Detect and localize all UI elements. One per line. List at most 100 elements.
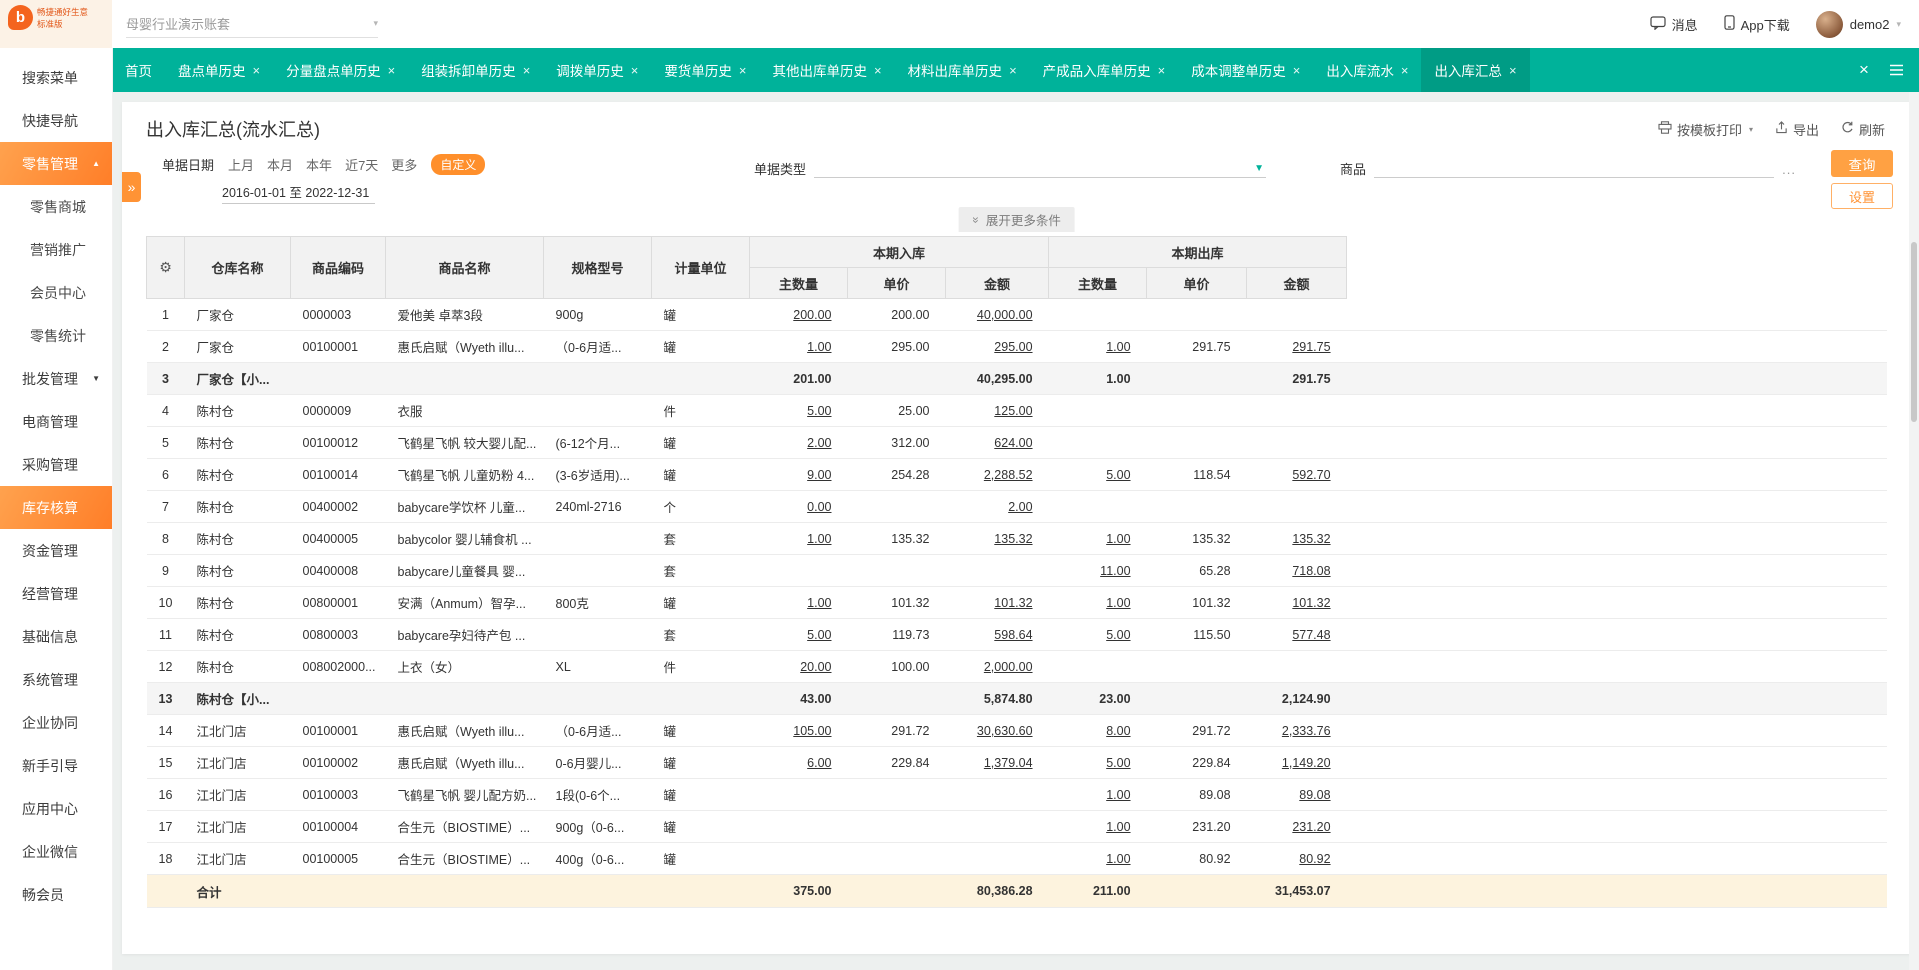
drilldown-link[interactable]: 592.70 bbox=[1292, 467, 1331, 482]
drilldown-link[interactable]: 1.00 bbox=[1106, 851, 1131, 866]
drilldown-link[interactable]: 200.00 bbox=[793, 307, 832, 322]
tab-出入库汇总[interactable]: 出入库汇总 × bbox=[1421, 48, 1530, 92]
tab-调拨单历史[interactable]: 调拨单历史 × bbox=[543, 48, 651, 92]
drilldown-link[interactable]: 101.32 bbox=[1292, 595, 1331, 610]
drilldown-link[interactable]: 295.00 bbox=[994, 339, 1033, 354]
drilldown-link[interactable]: 1.00 bbox=[1106, 819, 1131, 834]
drilldown-link[interactable]: 101.32 bbox=[994, 595, 1033, 610]
sidebar-item-会员中心[interactable]: 会员中心 bbox=[0, 271, 112, 314]
drilldown-link[interactable]: 231.20 bbox=[1292, 819, 1331, 834]
sidebar-item-零售商城[interactable]: 零售商城 bbox=[0, 185, 112, 228]
column-settings-header[interactable]: ⚙ bbox=[146, 236, 185, 299]
scrollbar-thumb[interactable] bbox=[1911, 242, 1917, 422]
drilldown-link[interactable]: 5.00 bbox=[1106, 755, 1131, 770]
tab-close-icon[interactable]: × bbox=[522, 62, 531, 78]
table-row[interactable]: 14 江北门店 00100001 惠氏启赋（Wyeth illu... （0-6月适..… bbox=[146, 714, 1887, 747]
tab-close-icon[interactable]: × bbox=[1400, 62, 1409, 78]
date-range-value[interactable]: 2016-01-01 至 2022-12-31 bbox=[222, 182, 376, 204]
sidebar-item-系统管理[interactable]: 系统管理 bbox=[0, 658, 112, 701]
sidebar-item-企业微信[interactable]: 企业微信 bbox=[0, 830, 112, 873]
drilldown-link[interactable]: 89.08 bbox=[1299, 787, 1331, 802]
date-option-近7天[interactable]: 近7天 bbox=[345, 158, 379, 173]
tab-组装拆卸单历史[interactable]: 组装拆卸单历史 × bbox=[408, 48, 543, 92]
table-row[interactable]: 11 陈村仓 00800003 babycare孕妇待产包 ... 套 5.00 119.7… bbox=[146, 618, 1887, 651]
drilldown-link[interactable]: 80.92 bbox=[1299, 851, 1331, 866]
drilldown-link[interactable]: 135.32 bbox=[1292, 531, 1331, 546]
drilldown-link[interactable]: 6.00 bbox=[807, 755, 832, 770]
expand-more-conditions[interactable]: » 展开更多条件 bbox=[958, 207, 1075, 232]
print-by-template-button[interactable]: 按模板打印 ▾ bbox=[1658, 120, 1753, 139]
table-subtotal-row[interactable]: 3 厂家仓【小... 201.00 40,295.00 1.00 291.75 bbox=[146, 362, 1887, 395]
drilldown-link[interactable]: 1.00 bbox=[1106, 339, 1131, 354]
chevron-down-icon[interactable]: ▼ bbox=[1254, 163, 1265, 174]
sidebar-item-应用中心[interactable]: 应用中心 bbox=[0, 787, 112, 830]
table-row[interactable]: 8 陈村仓 00400005 babycolor 婴儿辅食机 ... 套 1.00 135.… bbox=[146, 522, 1887, 555]
sidebar-item-采购管理[interactable]: 采购管理 bbox=[0, 443, 112, 486]
date-option-本年[interactable]: 本年 bbox=[306, 158, 333, 173]
tab-产成品入库单历史[interactable]: 产成品入库单历史 × bbox=[1030, 48, 1179, 92]
tab-close-icon[interactable]: × bbox=[873, 62, 882, 78]
table-row[interactable]: 9 陈村仓 00400008 babycare儿童餐具 婴... 套 11.00 65.28… bbox=[146, 554, 1887, 587]
close-all-tabs-button[interactable]: × bbox=[1859, 60, 1869, 79]
drilldown-link[interactable]: 11.00 bbox=[1100, 563, 1131, 578]
tab-close-icon[interactable]: × bbox=[1157, 62, 1166, 78]
date-option-更多[interactable]: 更多 bbox=[391, 158, 418, 173]
gear-icon[interactable]: ⚙ bbox=[159, 259, 172, 275]
drilldown-link[interactable]: 40,000.00 bbox=[976, 307, 1033, 322]
drilldown-link[interactable]: 5.00 bbox=[1106, 627, 1131, 642]
sidebar-item-零售统计[interactable]: 零售统计 bbox=[0, 314, 112, 357]
table-row[interactable]: 17 江北门店 00100004 合生元（BIOSTIME）... 900g（0-6..… bbox=[146, 810, 1887, 843]
tab-分量盘点单历史[interactable]: 分量盘点单历史 × bbox=[273, 48, 408, 92]
tab-close-icon[interactable]: × bbox=[1508, 62, 1517, 78]
sidebar-item-库存核算[interactable]: 库存核算 bbox=[0, 486, 112, 529]
settings-button[interactable]: 设置 bbox=[1831, 183, 1893, 209]
sidebar-item-快捷导航[interactable]: 快捷导航 bbox=[0, 99, 112, 142]
drilldown-link[interactable]: 0.00 bbox=[807, 499, 832, 514]
vertical-scrollbar[interactable] bbox=[1909, 92, 1919, 970]
collapse-filter-button[interactable]: » bbox=[122, 172, 141, 202]
refresh-button[interactable]: 刷新 bbox=[1841, 120, 1885, 139]
drilldown-link[interactable]: 5.00 bbox=[807, 627, 832, 642]
drilldown-link[interactable]: 1.00 bbox=[1106, 595, 1131, 610]
sidebar-item-零售管理[interactable]: 零售管理 ▲ bbox=[0, 142, 112, 185]
more-options-icon[interactable]: ... bbox=[1782, 162, 1797, 177]
doc-type-input[interactable]: ▼ bbox=[814, 156, 1267, 178]
sidebar-item-畅会员[interactable]: 畅会员 bbox=[0, 873, 112, 916]
drilldown-link[interactable]: 577.48 bbox=[1292, 627, 1331, 642]
table-row[interactable]: 12 陈村仓 008002000... 上衣（女） XL 件 20.00 100.00 2,00… bbox=[146, 650, 1887, 683]
table-row[interactable]: 10 陈村仓 00800001 安满（Anmum）智孕... 800克罐 1.00 101.… bbox=[146, 586, 1887, 619]
table-row[interactable]: 6 陈村仓 00100014 飞鹤星飞帆 儿童奶粉 4... (3-6岁适用)... 罐 9… bbox=[146, 458, 1887, 491]
app-download-button[interactable]: App下载 bbox=[1723, 15, 1790, 34]
sidebar-item-搜索菜单[interactable]: 搜索菜单 bbox=[0, 56, 112, 99]
tab-成本调整单历史[interactable]: 成本调整单历史 × bbox=[1178, 48, 1313, 92]
table-row[interactable]: 18 江北门店 00100005 合生元（BIOSTIME）... 400g（0-6..… bbox=[146, 842, 1887, 875]
drilldown-link[interactable]: 1.00 bbox=[807, 339, 832, 354]
tab-close-icon[interactable]: × bbox=[252, 62, 261, 78]
messages-button[interactable]: 消息 bbox=[1649, 15, 1698, 34]
product-input[interactable]: ... bbox=[1374, 156, 1795, 178]
date-option-上月[interactable]: 上月 bbox=[228, 158, 255, 173]
table-row[interactable]: 16 江北门店 00100003 飞鹤星飞帆 婴儿配方奶... 1段(0-6个... 罐 1… bbox=[146, 778, 1887, 811]
drilldown-link[interactable]: 20.00 bbox=[800, 659, 832, 674]
tab-其他出库单历史[interactable]: 其他出库单历史 × bbox=[759, 48, 894, 92]
tab-close-icon[interactable]: × bbox=[1292, 62, 1301, 78]
sidebar-item-经营管理[interactable]: 经营管理 bbox=[0, 572, 112, 615]
table-row[interactable]: 4 陈村仓 0000009 衣服 件 5.00 25.00 125.00 bbox=[146, 394, 1887, 427]
sidebar-item-新手引导[interactable]: 新手引导 bbox=[0, 744, 112, 787]
tab-首页[interactable]: 首页 bbox=[112, 48, 165, 92]
drilldown-link[interactable]: 1.00 bbox=[1106, 531, 1131, 546]
tab-要货单历史[interactable]: 要货单历史 × bbox=[651, 48, 759, 92]
drilldown-link[interactable]: 1.00 bbox=[807, 595, 832, 610]
drilldown-link[interactable]: 2.00 bbox=[1008, 499, 1033, 514]
query-button[interactable]: 查询 bbox=[1831, 150, 1893, 177]
table-row[interactable]: 2 厂家仓 00100001 惠氏启赋（Wyeth illu... （0-6月适... 罐… bbox=[146, 330, 1887, 363]
drilldown-link[interactable]: 2,333.76 bbox=[1281, 723, 1331, 738]
table-subtotal-row[interactable]: 13 陈村仓【小... 43.00 5,874.80 23.00 2,124.90 bbox=[146, 682, 1887, 715]
drilldown-link[interactable]: 30,630.60 bbox=[976, 723, 1033, 738]
drilldown-link[interactable]: 1,149.20 bbox=[1281, 755, 1331, 770]
drilldown-link[interactable]: 135.32 bbox=[994, 531, 1033, 546]
drilldown-link[interactable]: 9.00 bbox=[807, 467, 832, 482]
drilldown-link[interactable]: 598.64 bbox=[994, 627, 1033, 642]
drilldown-link[interactable]: 5.00 bbox=[807, 403, 832, 418]
tab-材料出库单历史[interactable]: 材料出库单历史 × bbox=[895, 48, 1030, 92]
